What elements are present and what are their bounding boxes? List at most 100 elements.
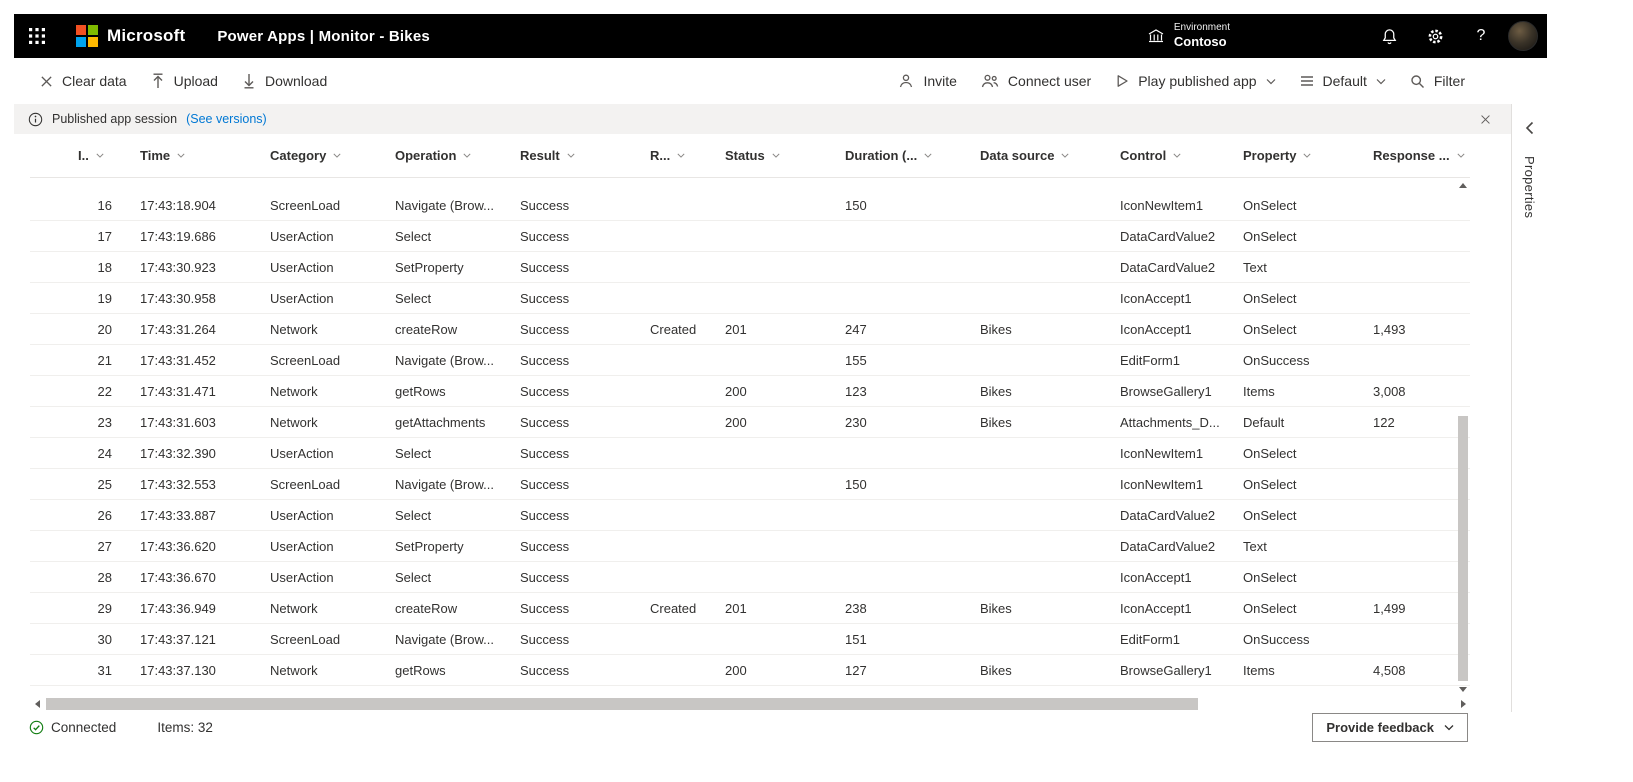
- column-header-datasource[interactable]: Data source: [980, 148, 1120, 163]
- cell-control: IconAccept1: [1120, 600, 1192, 616]
- play-published-app-label: Play published app: [1138, 73, 1257, 89]
- triangle-down-icon: [1459, 686, 1467, 692]
- cell-time: 17:43:37.130: [140, 662, 216, 678]
- expand-panel-button[interactable]: [1518, 116, 1542, 140]
- cell-operation: Select: [395, 569, 432, 585]
- table-row[interactable]: 31 17:43:37.130 Network getRows Success 200 12…: [30, 655, 1470, 686]
- chevron-down-icon: [1061, 153, 1069, 158]
- column-header-operation[interactable]: Operation: [395, 148, 520, 163]
- waffle-menu-button[interactable]: [14, 14, 60, 58]
- table-row[interactable]: 16 17:43:18.904 ScreenLoad Navigate (Brow..…: [30, 190, 1470, 221]
- horizontal-scrollbar-thumb[interactable]: [46, 698, 1198, 710]
- help-button[interactable]: ?: [1458, 14, 1504, 58]
- table-row[interactable]: 24 17:43:32.390 UserAction Select Success Ico…: [30, 438, 1470, 469]
- cell-control: BrowseGallery1: [1120, 662, 1212, 678]
- cell-category: ScreenLoad: [270, 631, 341, 647]
- table-row[interactable]: 19 17:43:30.958 UserAction Select Success Ico…: [30, 283, 1470, 314]
- cell-category: UserAction: [270, 259, 334, 275]
- column-header-property[interactable]: Property: [1243, 148, 1373, 163]
- column-header-time[interactable]: Time: [140, 148, 270, 163]
- clear-data-button[interactable]: Clear data: [28, 58, 139, 104]
- column-header-category[interactable]: Category: [270, 148, 395, 163]
- column-header-response[interactable]: Response ...: [1373, 148, 1468, 163]
- filter-button[interactable]: Filter: [1398, 58, 1477, 104]
- scroll-left-button[interactable]: [30, 696, 44, 712]
- scroll-down-button[interactable]: [1456, 682, 1470, 696]
- cell-operation: Select: [395, 228, 432, 244]
- scroll-up-button[interactable]: [1456, 178, 1470, 192]
- column-header-rinfo[interactable]: R...: [650, 148, 725, 163]
- see-versions-link[interactable]: (See versions): [186, 112, 267, 126]
- cell-duration: 123: [845, 383, 867, 399]
- table-row[interactable]: 3217:43:37.189NetworkgetAttachmentsSucce…: [30, 686, 1470, 697]
- top-app-bar: Microsoft Power Apps | Monitor - Bikes E…: [14, 14, 1547, 58]
- cell-id: 32: [58, 694, 140, 697]
- horizontal-scrollbar[interactable]: [30, 696, 1470, 712]
- column-header-result[interactable]: Result: [520, 148, 650, 163]
- default-view-button[interactable]: Default: [1288, 58, 1398, 104]
- column-header-id[interactable]: I..: [58, 148, 140, 163]
- column-label: Response ...: [1373, 148, 1450, 163]
- cell-time: 17:43:31.452: [140, 352, 216, 368]
- table-row[interactable]: 28 17:43:36.670 UserAction Select Success Ico…: [30, 562, 1470, 593]
- cell-duration: 127: [845, 662, 867, 678]
- table-row[interactable]: 22 17:43:31.471 Network getRows Success 200 12…: [30, 376, 1470, 407]
- cell-time: 17:43:18.904: [140, 197, 216, 213]
- cell-time: 17:43:30.923: [140, 259, 216, 275]
- play-published-app-button[interactable]: Play published app: [1103, 58, 1287, 104]
- environment-picker[interactable]: Environment Contoso: [1139, 14, 1238, 58]
- vertical-scrollbar[interactable]: [1456, 178, 1470, 696]
- connected-check-icon: [29, 720, 44, 734]
- settings-button[interactable]: [1412, 14, 1458, 58]
- grid-rows-viewport: 16 17:43:18.904 ScreenLoad Navigate (Brow..…: [30, 178, 1470, 696]
- cell-operation: Navigate (Brow...: [395, 197, 494, 213]
- notifications-button[interactable]: [1366, 14, 1412, 58]
- play-icon: [1117, 75, 1128, 87]
- cell-result: Success: [520, 569, 570, 585]
- cell-time: 17:43:19.686: [140, 228, 216, 244]
- chevron-down-icon: [96, 153, 104, 158]
- column-label: Property: [1243, 148, 1297, 163]
- cell-status: 200: [725, 383, 747, 399]
- provide-feedback-button[interactable]: Provide feedback: [1312, 712, 1468, 742]
- cell-datasource: Bikes: [980, 662, 1012, 678]
- table-row[interactable]: 17 17:43:19.686 UserAction Select Success Dat…: [30, 221, 1470, 252]
- upload-icon: [153, 73, 163, 88]
- cell-property: Default: [1243, 414, 1285, 430]
- invite-button[interactable]: Invite: [886, 58, 968, 104]
- cell-result: Success: [520, 631, 570, 647]
- download-button[interactable]: Download: [230, 58, 339, 104]
- table-row[interactable]: 20 17:43:31.264 Network createRow Success Cre…: [30, 314, 1470, 345]
- properties-panel-collapsed[interactable]: Properties: [1511, 104, 1547, 712]
- table-row[interactable]: 29 17:43:36.949 Network createRow Success Cre…: [30, 593, 1470, 624]
- cell-property: Items: [1243, 662, 1275, 678]
- cell-id: 19: [97, 290, 112, 306]
- cell-category: UserAction: [270, 228, 334, 244]
- table-row[interactable]: 26 17:43:33.887 UserAction Select Success Dat…: [30, 500, 1470, 531]
- close-message-bar-button[interactable]: [1474, 108, 1496, 130]
- table-row[interactable]: 30 17:43:37.121 ScreenLoad Navigate (Brow..…: [30, 624, 1470, 655]
- upload-label: Upload: [173, 73, 218, 89]
- vertical-scrollbar-thumb[interactable]: [1458, 416, 1468, 681]
- table-row[interactable]: 25 17:43:32.553 ScreenLoad Navigate (Brow..…: [30, 469, 1470, 500]
- chevron-down-icon: [567, 153, 575, 158]
- cell-time: 17:43:36.949: [140, 600, 216, 616]
- column-header-duration[interactable]: Duration (...: [845, 148, 980, 163]
- monitor-app-window: Microsoft Power Apps | Monitor - Bikes E…: [14, 14, 1547, 742]
- table-row[interactable]: 18 17:43:30.923 UserAction SetProperty Succe…: [30, 252, 1470, 283]
- clear-icon: [41, 75, 52, 87]
- microsoft-logo[interactable]: Microsoft: [76, 25, 185, 47]
- upload-button[interactable]: Upload: [139, 58, 230, 104]
- column-header-control[interactable]: Control: [1120, 148, 1243, 163]
- table-row[interactable]: 21 17:43:31.452 ScreenLoad Navigate (Brow..…: [30, 345, 1470, 376]
- column-label: Time: [140, 148, 171, 163]
- column-header-status[interactable]: Status: [725, 148, 845, 163]
- scroll-right-button[interactable]: [1456, 696, 1470, 712]
- cell-result: Success: [520, 383, 570, 399]
- environment-icon: [1148, 29, 1164, 43]
- connect-user-button[interactable]: Connect user: [969, 58, 1103, 104]
- table-row[interactable]: 27 17:43:36.620 UserAction SetProperty Succe…: [30, 531, 1470, 562]
- user-avatar[interactable]: [1508, 21, 1538, 51]
- table-row[interactable]: 23 17:43:31.603 Network getAttachments Succe…: [30, 407, 1470, 438]
- cell-control: DataCardValue2: [1120, 259, 1216, 275]
